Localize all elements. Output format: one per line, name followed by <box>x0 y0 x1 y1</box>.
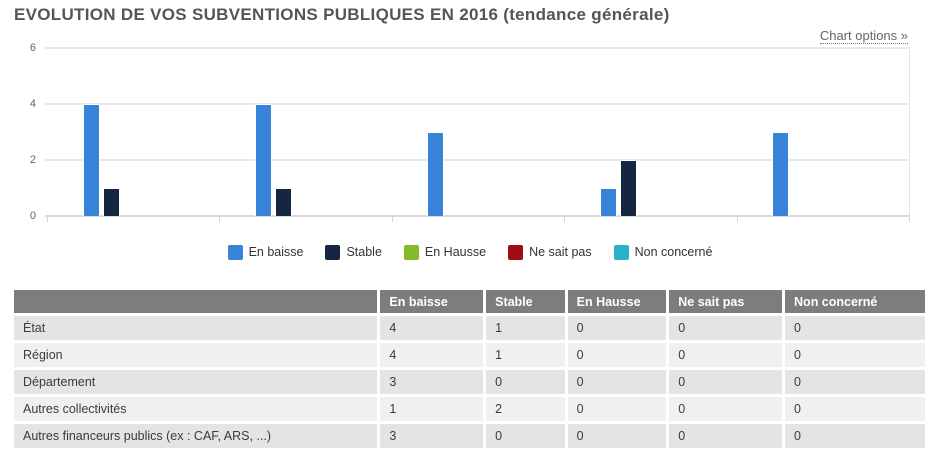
table-row-region: Région 4 1 0 0 0 <box>14 343 925 367</box>
plot-right-border <box>909 48 910 222</box>
cell-stable: 0 <box>486 424 565 448</box>
legend-label-en-hausse: En Hausse <box>424 245 487 259</box>
cell-ne-sait-pas: 0 <box>669 424 783 448</box>
y-axis-tick-label: 0 <box>29 210 36 222</box>
cell-en-hausse: 0 <box>567 316 667 340</box>
data-table: En baisse Stable En Hausse Ne sait pas Non c… <box>11 287 928 451</box>
cell-stable: 1 <box>486 343 565 367</box>
legend-label-stable: Stable <box>346 245 382 259</box>
cell-en-baisse: 3 <box>380 424 484 448</box>
legend-swatch-stable <box>325 244 341 260</box>
legend-item-stable[interactable]: Stable <box>325 244 382 260</box>
legend-item-en-baisse[interactable]: En baisse <box>227 244 304 260</box>
table-header-row: En baisse Stable En Hausse Ne sait pas Non c… <box>14 290 925 313</box>
legend-swatch-en-baisse <box>227 244 243 260</box>
table-row-autres-collectivites: Autres collectivités 1 2 0 0 0 <box>14 397 925 421</box>
x-axis-tick <box>219 216 221 222</box>
bar-stable-etat[interactable] <box>102 188 120 216</box>
bar-en-baisse-autres-collectivites[interactable] <box>599 188 617 216</box>
cell-non-concerne: 0 <box>785 424 925 448</box>
cell-en-hausse: 0 <box>567 397 667 421</box>
cell-non-concerne: 0 <box>785 370 925 394</box>
legend-swatch-ne-sait-pas <box>508 244 524 260</box>
cell-ne-sait-pas: 0 <box>669 370 783 394</box>
gridline <box>45 159 910 161</box>
y-axis-tick-label: 2 <box>29 154 36 166</box>
x-axis-tick <box>736 216 738 222</box>
chart-legend: En baisse Stable En Hausse Ne sait pas Non c… <box>8 242 932 262</box>
y-axis-tick-label: 6 <box>29 42 36 54</box>
cell-ne-sait-pas: 0 <box>669 397 783 421</box>
row-label: État <box>14 316 378 340</box>
table-header-en-baisse: En baisse <box>380 290 484 313</box>
table-row-etat: État 4 1 0 0 0 <box>14 316 925 340</box>
table-header-stable: Stable <box>486 290 565 313</box>
x-axis-tick <box>564 216 566 222</box>
gridline <box>45 47 910 49</box>
table-header-non-concerne: Non concerné <box>785 290 925 313</box>
row-label: Autres collectivités <box>14 397 378 421</box>
table-header-en-hausse: En Hausse <box>567 290 667 313</box>
table-row-departement: Département 3 0 0 0 0 <box>14 370 925 394</box>
legend-swatch-en-hausse <box>403 244 419 260</box>
cell-non-concerne: 0 <box>785 316 925 340</box>
cell-stable: 1 <box>486 316 565 340</box>
cell-en-baisse: 1 <box>380 397 484 421</box>
cell-en-hausse: 0 <box>567 370 667 394</box>
cell-ne-sait-pas: 0 <box>669 343 783 367</box>
cell-en-baisse: 4 <box>380 343 484 367</box>
legend-swatch-non-concerne <box>613 244 629 260</box>
legend-item-ne-sait-pas[interactable]: Ne sait pas <box>508 244 592 260</box>
x-axis-tick <box>47 216 48 222</box>
bar-en-baisse-departement[interactable] <box>427 132 445 216</box>
table-body: État 4 1 0 0 0 Région 4 1 0 0 0 Département 3 0 0 0 0 Autr… <box>14 316 925 448</box>
bar-stable-autres-collectivites[interactable] <box>619 160 637 216</box>
table-header-ne-sait-pas: Ne sait pas <box>669 290 783 313</box>
cell-stable: 2 <box>486 397 565 421</box>
chart-options-link[interactable]: Chart options » <box>819 28 908 44</box>
legend-item-en-hausse[interactable]: En Hausse <box>403 244 487 260</box>
x-axis-tick <box>909 216 910 222</box>
x-axis-tick <box>391 216 393 222</box>
legend-item-non-concerne[interactable]: Non concerné <box>613 244 713 260</box>
bar-stable-region[interactable] <box>274 188 292 216</box>
legend-label-non-concerne: Non concerné <box>634 245 713 259</box>
bar-en-baisse-autres-financeurs-publics-ex-caf-ars[interactable] <box>772 132 790 216</box>
cell-ne-sait-pas: 0 <box>669 316 783 340</box>
bar-en-baisse-region[interactable] <box>254 104 272 216</box>
cell-en-baisse: 4 <box>380 316 484 340</box>
row-label: Autres financeurs publics (ex : CAF, ARS… <box>14 424 378 448</box>
chart-title: EVOLUTION DE VOS SUBVENTIONS PUBLIQUES E… <box>14 5 670 24</box>
row-label: Région <box>14 343 378 367</box>
legend-label-en-baisse: En baisse <box>248 245 304 259</box>
cell-stable: 0 <box>486 370 565 394</box>
cell-en-hausse: 0 <box>567 424 667 448</box>
cell-en-baisse: 3 <box>380 370 484 394</box>
table-row-autres-financeurs-publics-ex-caf-ars: Autres financeurs publics (ex : CAF, ARS… <box>14 424 925 448</box>
row-label: Département <box>14 370 378 394</box>
bar-en-baisse-etat[interactable] <box>82 104 100 216</box>
bar-chart-plot: 0 2 4 6 <box>29 42 910 222</box>
y-axis-tick-label: 4 <box>29 98 36 110</box>
gridline <box>45 103 910 105</box>
gridline <box>45 215 910 217</box>
cell-en-hausse: 0 <box>567 343 667 367</box>
table-header-category <box>14 290 378 313</box>
legend-label-ne-sait-pas: Ne sait pas <box>529 245 592 259</box>
cell-non-concerne: 0 <box>785 343 925 367</box>
cell-non-concerne: 0 <box>785 397 925 421</box>
